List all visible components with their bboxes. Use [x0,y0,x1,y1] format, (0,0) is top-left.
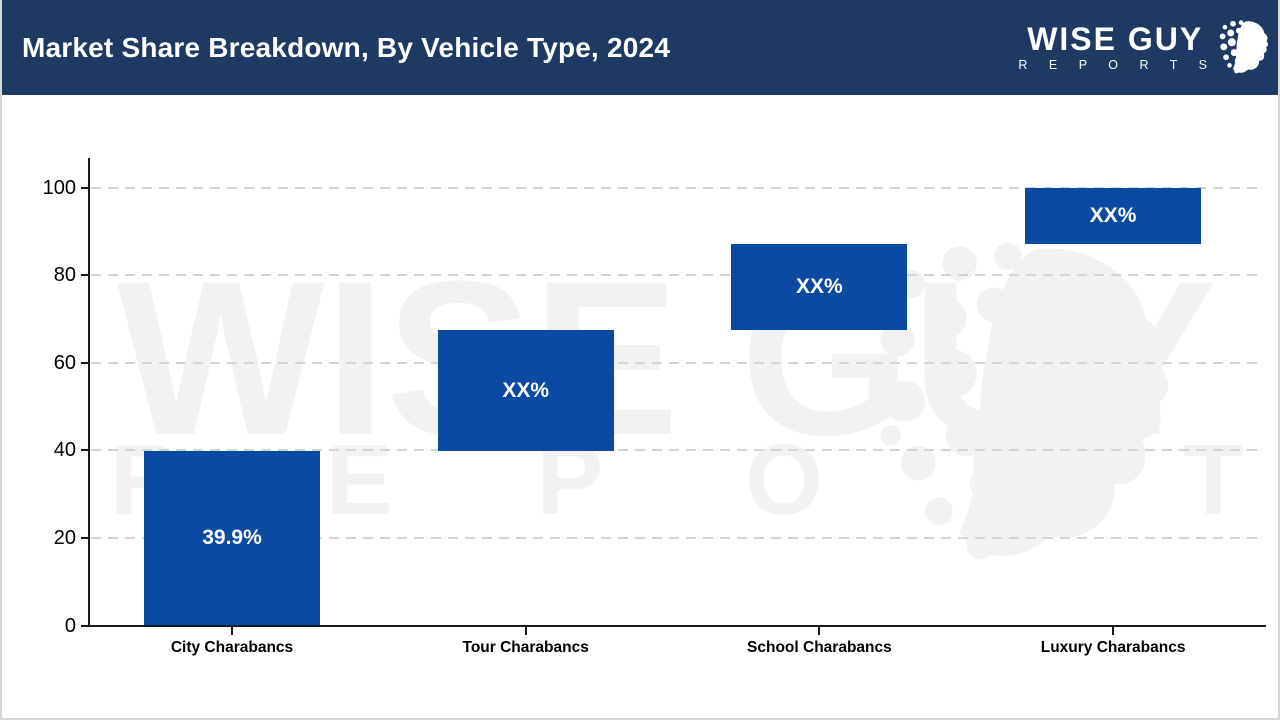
y-tick-mark [81,274,89,277]
bar-value-label: XX% [502,378,550,402]
bar-tour-charabancs[interactable]: XX% [437,330,614,451]
page-title: Market Share Breakdown, By Vehicle Type,… [22,31,671,63]
bar-luxury-charabancs[interactable]: XX% [1025,187,1202,244]
y-tick-mark [81,624,89,627]
bar-city-charabancs[interactable]: 39.9% [144,450,320,626]
y-tick-mark [81,536,89,539]
brand-subtitle: R E P O R T S [1018,57,1216,72]
x-category-label: School Charabancs [747,639,892,656]
gridline-60 [91,361,1261,364]
y-axis-line [88,158,90,627]
x-category-label: Luxury Charabancs [1040,639,1186,656]
gridline-100 [91,186,1261,189]
x-tick-mark [524,627,527,635]
x-tick-mark [818,627,821,635]
brand-head-icon [1219,19,1269,73]
bar-value-label: 39.9% [202,526,262,550]
y-tick-label: 100 [42,176,76,199]
y-tick-mark [81,361,89,364]
gridline-40 [91,449,1261,452]
y-tick-label: 40 [53,439,76,462]
brand-logo: WISE GUY R E P O R T S [1014,7,1270,89]
bar-value-label: XX% [1089,203,1137,227]
header-bar: Market Share Breakdown, By Vehicle Type,… [2,0,1278,95]
bar-value-label: XX% [796,275,843,299]
x-axis-line [88,625,1266,627]
gridline-20 [91,536,1261,539]
y-tick-label: 60 [53,351,76,374]
x-tick-mark [231,627,233,635]
y-tick-label: 80 [53,264,76,287]
bar-school-charabancs[interactable]: XX% [731,244,908,331]
y-tick-label: 20 [53,526,76,549]
x-category-label: City Charabancs [170,639,294,656]
y-tick-mark [81,449,89,452]
brand-logo-text: WISE GUY R E P O R T S [1014,23,1216,72]
y-tick-mark [81,186,89,189]
brand-name: WISE GUY [1027,21,1204,58]
x-tick-mark [1112,627,1115,635]
gridline-80 [91,274,1261,277]
x-category-label: Tour Charabancs [462,639,589,656]
y-tick-label: 0 [64,614,76,637]
